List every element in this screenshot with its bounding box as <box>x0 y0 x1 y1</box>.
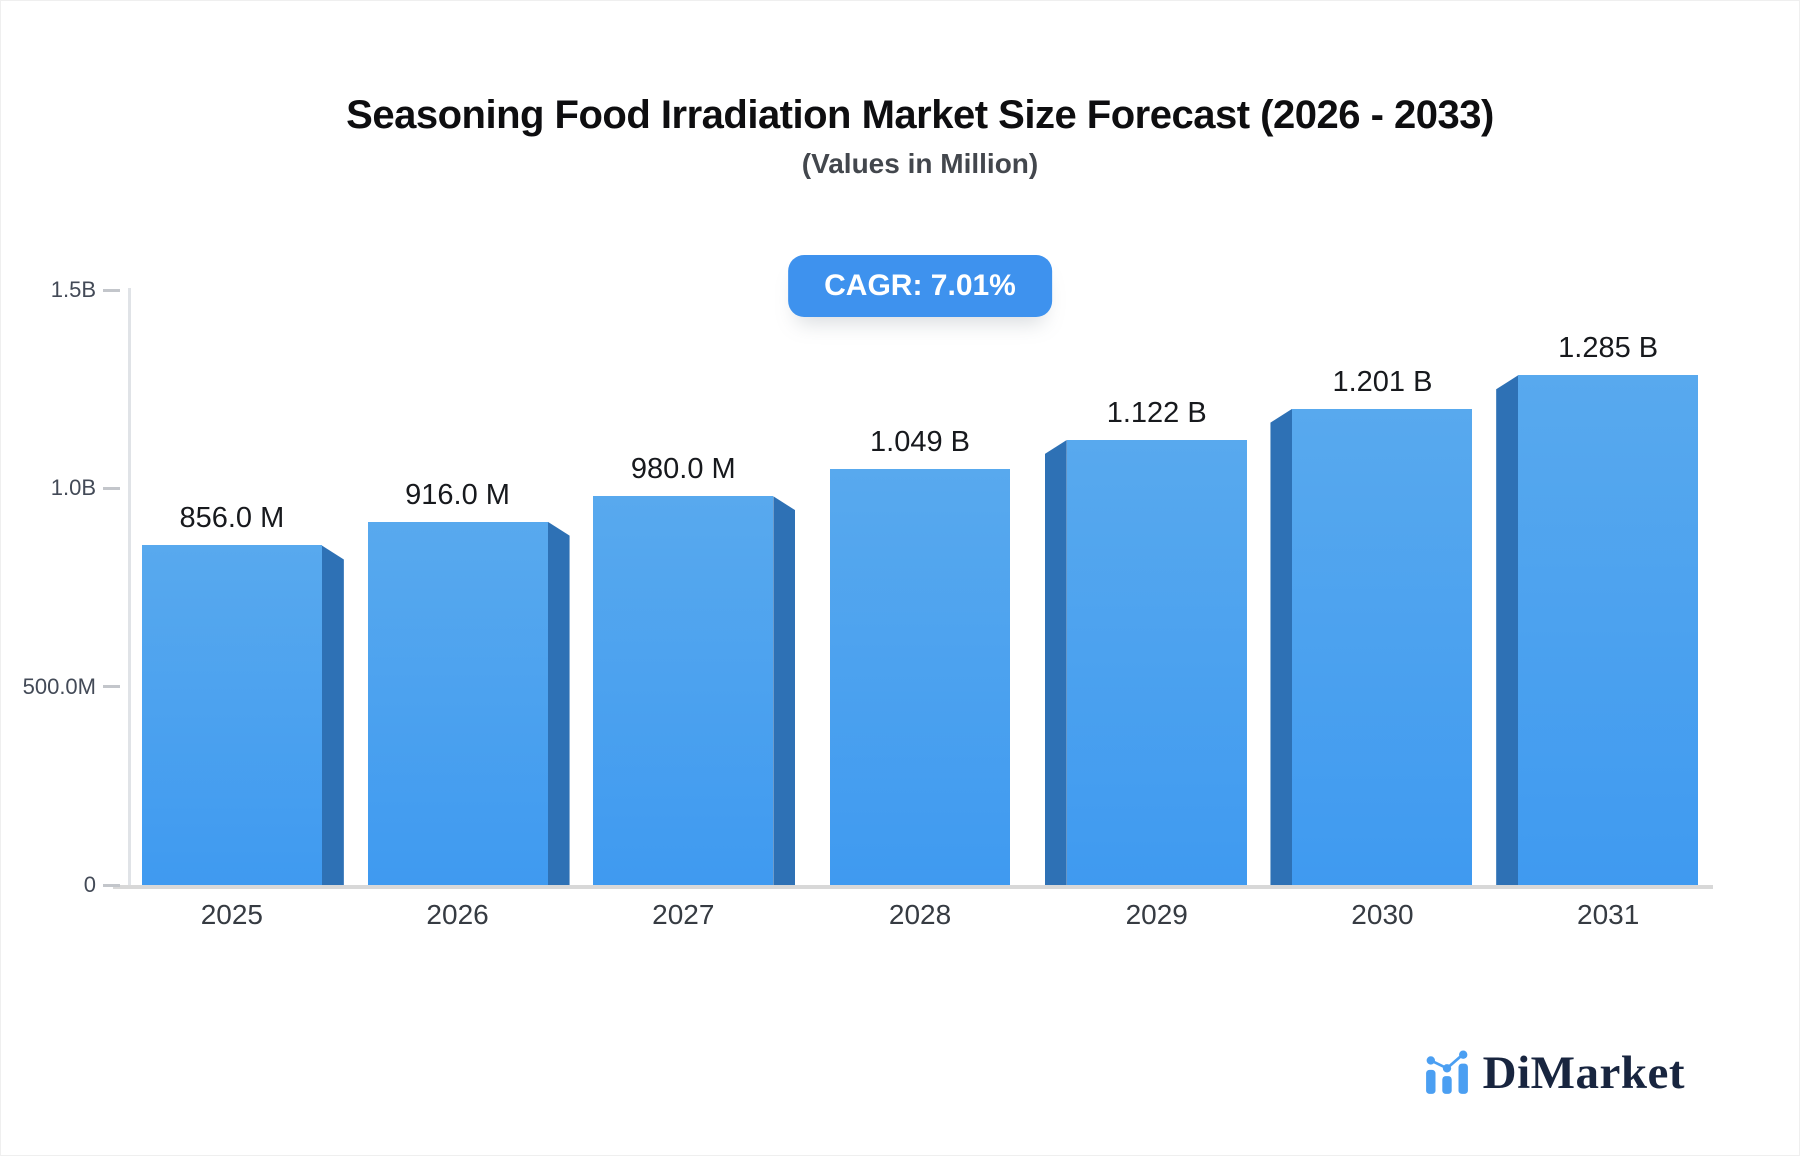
y-tick-mark <box>103 486 120 490</box>
y-tick-label: 1.0B <box>50 475 96 501</box>
y-tick-mark <box>103 883 120 887</box>
bar-slot-2028: 1.049 B 2028 <box>807 290 1033 930</box>
bar-value-label: 1.285 B <box>1558 332 1659 365</box>
bar-face <box>1292 408 1473 885</box>
y-tick-mark <box>103 685 120 689</box>
bar-2030: 1.201 B <box>1270 366 1473 885</box>
bar-slot-2029: 1.122 B 2029 <box>1033 290 1259 930</box>
y-tick-label: 0 <box>83 872 96 897</box>
bar-face <box>367 521 548 885</box>
x-tick-label: 2030 <box>1351 899 1414 930</box>
bar-face <box>593 496 774 885</box>
y-axis-line <box>128 288 131 889</box>
y-tick-label: 500.0M <box>22 673 96 699</box>
bar-slot-2025: 856.0 M 2025 <box>130 290 356 930</box>
bar-face <box>141 545 322 885</box>
bar-2026: 916.0 M <box>367 479 570 885</box>
y-tick-mark <box>103 288 120 292</box>
x-tick-label: 2026 <box>426 899 489 930</box>
bar-3d-side <box>547 521 570 885</box>
bar-value-label: 856.0 M <box>179 502 285 535</box>
x-axis-baseline <box>113 885 1713 889</box>
brand-logo: DiMarket <box>1424 1046 1685 1100</box>
plot-area: 856.0 M 2025 916.0 M 2026 980.0 M 2027 1.049 B… <box>130 290 1710 930</box>
bar-slot-2030: 1.201 B 2030 <box>1259 290 1485 930</box>
bar-3d-side <box>773 496 796 885</box>
bar-2029: 1.122 B <box>1044 397 1247 885</box>
bar-slot-2026: 916.0 M 2026 <box>356 290 582 930</box>
bar-3d-side <box>1496 375 1519 885</box>
bar-value-label: 1.049 B <box>870 425 970 458</box>
cagr-badge: CAGR: 7.01% <box>788 255 1052 317</box>
x-tick-label: 2028 <box>888 899 952 930</box>
bar-2025: 856.0 M <box>141 502 344 885</box>
chart-title: Seasoning Food Irradiation Market Size F… <box>346 93 1494 137</box>
bar-slot-2027: 980.0 M 2027 <box>581 290 807 930</box>
brand-chart-icon <box>1425 1050 1468 1094</box>
bar-face <box>1518 375 1699 885</box>
bar-3d-side <box>1044 439 1067 885</box>
bar-value-label: 1.122 B <box>1106 396 1207 429</box>
y-tick-label: 1.5B <box>50 277 96 302</box>
x-tick-label: 2027 <box>652 899 715 930</box>
x-tick-label: 2025 <box>200 899 264 930</box>
bar-3d-side <box>321 545 344 885</box>
bar-slot-2031: 1.285 B 2031 <box>1484 290 1710 930</box>
chart-subtitle: (Values in Million) <box>801 148 1039 179</box>
bar-3d-side <box>1270 408 1293 885</box>
x-tick-label: 2029 <box>1125 899 1188 930</box>
bar-2031: 1.285 B <box>1496 332 1699 885</box>
bar-2027: 980.0 M <box>593 453 796 885</box>
bar-value-label: 1.201 B <box>1332 365 1433 398</box>
bar-face <box>1066 439 1247 885</box>
x-tick-label: 2031 <box>1577 899 1640 930</box>
bar-value-label: 916.0 M <box>405 478 510 511</box>
brand-name: DiMarket <box>1482 1047 1685 1099</box>
bar-2028: 1.049 B <box>830 426 1011 885</box>
bar-value-label: 980.0 M <box>630 453 736 486</box>
bar-face <box>830 468 1011 885</box>
